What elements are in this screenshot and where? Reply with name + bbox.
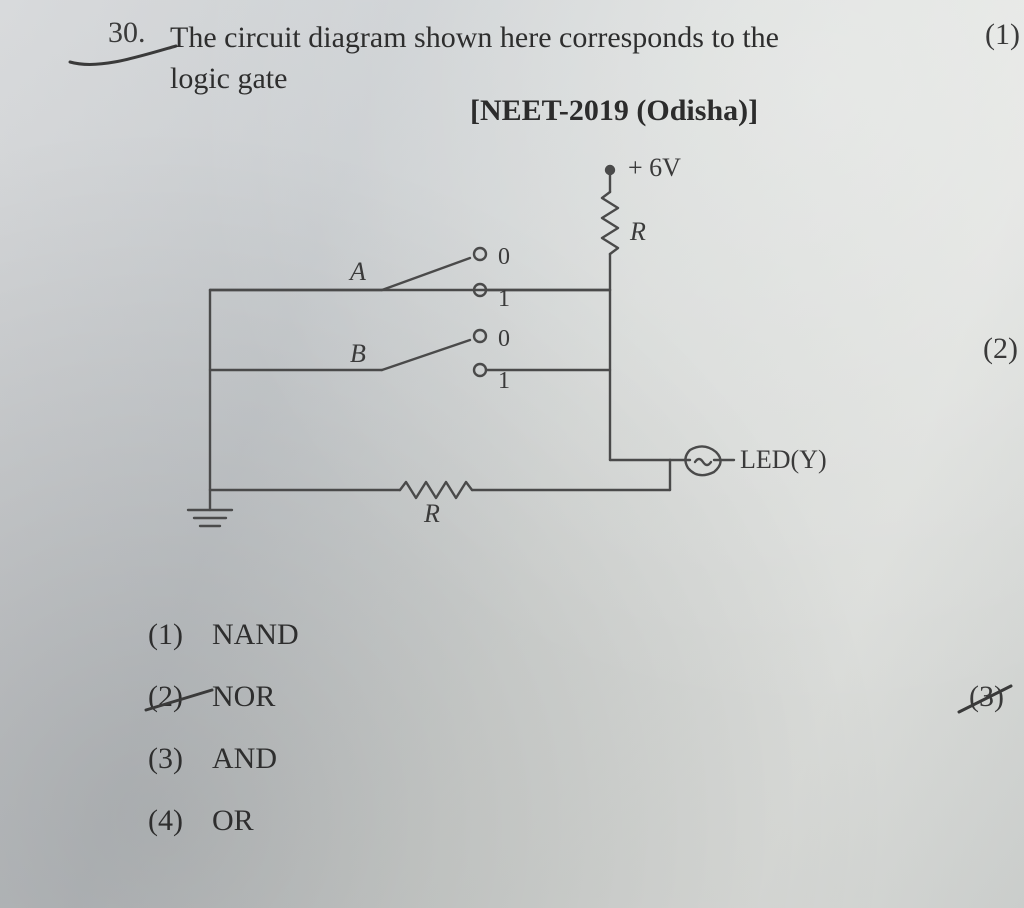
margin-fragment-low: (3)	[969, 680, 1004, 714]
page: 30. The circuit diagram shown here corre…	[0, 0, 1024, 908]
switch-b-one: 1	[498, 368, 510, 394]
option-2-num: (2)	[148, 680, 198, 714]
question-source: [NEET-2019 (Odisha)]	[470, 94, 758, 128]
switch-a-zero: 0	[498, 244, 510, 270]
option-4-label: OR	[212, 804, 254, 838]
options-list: (1) NAND (2) NOR (3) AND (4) OR	[148, 604, 299, 866]
resistor-top-label: R	[629, 217, 646, 246]
question-text: The circuit diagram shown here correspon…	[170, 18, 890, 99]
question-number-underline	[68, 42, 178, 72]
option-1-num: (1)	[148, 618, 198, 652]
option-3: (3) AND	[148, 742, 299, 776]
option-3-num: (3)	[148, 742, 198, 776]
switch-a-label: A	[348, 257, 366, 286]
supply-label: + 6V	[628, 153, 681, 182]
question-text-line2: logic gate	[170, 62, 287, 95]
option-2: (2) NOR	[148, 680, 299, 714]
led-label: LED(Y)	[740, 445, 827, 474]
margin-fragment-mid: (2)	[983, 332, 1018, 366]
option-1: (1) NAND	[148, 618, 299, 652]
switch-a-one: 1	[498, 286, 510, 312]
circuit-diagram: + 6V R A 0 1 B 0 1 R LED(Y)	[150, 150, 830, 530]
switch-b-zero: 0	[498, 326, 510, 352]
resistor-bottom-label: R	[423, 499, 440, 528]
question-number-wrap: 30.	[108, 16, 146, 50]
option-4: (4) OR	[148, 804, 299, 838]
option-1-label: NAND	[212, 618, 299, 652]
margin-fragment-top: (1)	[985, 18, 1020, 52]
question-text-line1: The circuit diagram shown here correspon…	[170, 21, 779, 54]
led-icon	[670, 446, 734, 475]
circuit-svg: + 6V R A 0 1 B 0 1 R LED(Y)	[150, 150, 830, 530]
option-4-num: (4)	[148, 804, 198, 838]
option-2-label: NOR	[212, 680, 275, 714]
option-3-label: AND	[212, 742, 277, 776]
switch-b-label: B	[350, 339, 366, 368]
strike-icon	[955, 682, 1015, 716]
